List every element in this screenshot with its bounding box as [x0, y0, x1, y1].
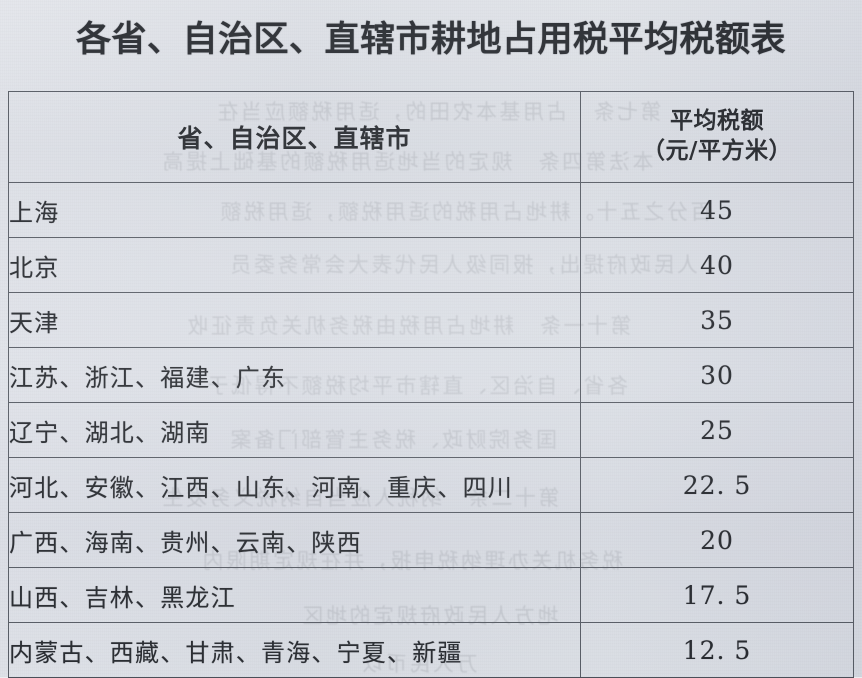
column-header-average-rate-line1: 平均税额 — [670, 108, 764, 135]
cell-rate: 25 — [580, 402, 854, 458]
cell-region: 辽宁、湖北、湖南 — [8, 402, 581, 458]
column-header-average-rate-unit: （元/平方米） — [642, 138, 792, 164]
table-row: 天津 35 — [8, 292, 854, 348]
cell-rate: 12. 5 — [580, 622, 854, 678]
tax-rate-table: 省、自治区、直辖市 平均税额 （元/平方米） 上海 45 北京 40 天津 35… — [8, 91, 854, 678]
cell-rate: 17. 5 — [580, 567, 854, 623]
cell-region: 山西、吉林、黑龙江 — [8, 567, 581, 623]
cell-rate: 45 — [580, 182, 854, 238]
cell-region: 河北、安徽、江西、山东、河南、重庆、四川 — [8, 457, 581, 513]
table-row: 河北、安徽、江西、山东、河南、重庆、四川 22. 5 — [8, 457, 854, 513]
page-title: 各省、自治区、直辖市耕地占用税平均税额表 — [75, 19, 786, 60]
table-row: 北京 40 — [8, 237, 854, 293]
cell-rate: 20 — [580, 512, 854, 568]
cell-rate: 30 — [580, 347, 854, 403]
table-row: 山西、吉林、黑龙江 17. 5 — [8, 567, 854, 623]
table-row: 辽宁、湖北、湖南 25 — [8, 402, 854, 458]
table-row: 广西、海南、贵州、云南、陕西 20 — [8, 512, 854, 568]
column-header-average-rate: 平均税额 （元/平方米） — [580, 91, 854, 183]
cell-rate: 40 — [580, 237, 854, 293]
cell-rate: 22. 5 — [580, 457, 854, 513]
cell-region: 内蒙古、西藏、甘肃、青海、宁夏、新疆 — [8, 622, 581, 678]
cell-region: 北京 — [8, 237, 581, 293]
column-header-region: 省、自治区、直辖市 — [8, 91, 581, 183]
table-row: 内蒙古、西藏、甘肃、青海、宁夏、新疆 12. 5 — [8, 622, 854, 678]
cell-region: 江苏、浙江、福建、广东 — [8, 347, 581, 403]
cell-region: 天津 — [8, 292, 581, 348]
table-row: 江苏、浙江、福建、广东 30 — [8, 347, 854, 403]
table-row: 上海 45 — [8, 182, 854, 238]
table-body: 上海 45 北京 40 天津 35 江苏、浙江、福建、广东 30 辽宁、湖北、湖… — [8, 182, 854, 678]
cell-region: 广西、海南、贵州、云南、陕西 — [8, 512, 581, 568]
cell-region: 上海 — [8, 182, 581, 238]
table-header-row: 省、自治区、直辖市 平均税额 （元/平方米） — [8, 91, 854, 183]
cell-rate: 35 — [580, 292, 854, 348]
